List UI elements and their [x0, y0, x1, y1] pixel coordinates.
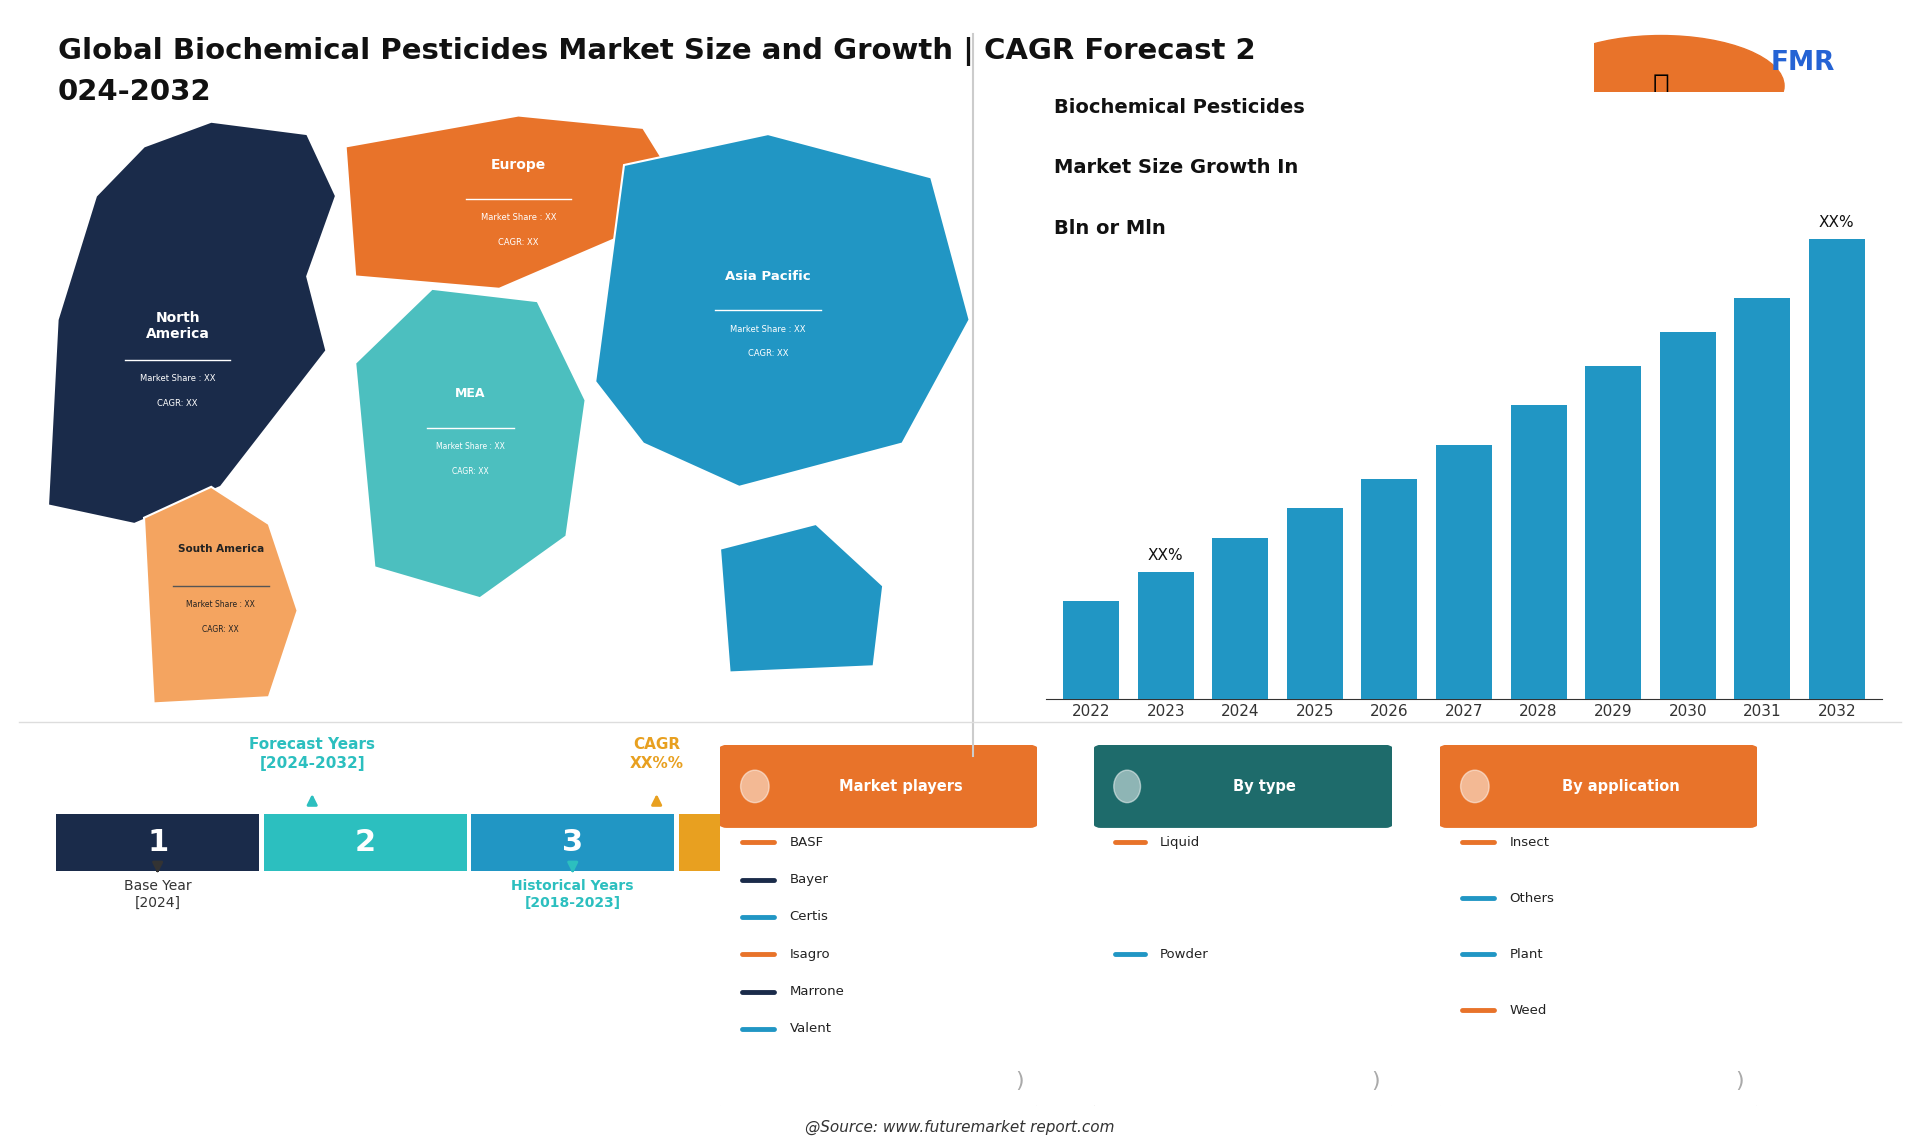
Polygon shape [346, 116, 682, 289]
Text: ): ) [1371, 1072, 1380, 1091]
Text: 2: 2 [355, 829, 376, 857]
Text: Liquid: Liquid [1160, 835, 1200, 849]
Text: Bayer: Bayer [789, 873, 829, 886]
Text: Plant: Plant [1509, 948, 1544, 960]
Text: BASF: BASF [789, 835, 824, 849]
Text: CAGR: XX: CAGR: XX [497, 238, 540, 246]
Polygon shape [144, 487, 298, 704]
Text: MEA: MEA [455, 387, 486, 400]
Bar [1809, 238, 1864, 699]
Bar [1212, 537, 1269, 699]
Text: Market Share : XX: Market Share : XX [186, 599, 255, 609]
Polygon shape [48, 121, 336, 524]
Text: @Source: www.futuremarket report.com: @Source: www.futuremarket report.com [804, 1120, 1116, 1135]
Bar [1286, 508, 1342, 699]
FancyBboxPatch shape [1091, 741, 1396, 1109]
Text: CAGR: XX: CAGR: XX [202, 625, 240, 634]
Text: Global Biochemical Pesticides Market Size and Growth | CAGR Forecast 2: Global Biochemical Pesticides Market Siz… [58, 37, 1256, 65]
Text: Market Share : XX: Market Share : XX [436, 442, 505, 452]
Text: Bln or Mln: Bln or Mln [1054, 219, 1165, 238]
FancyBboxPatch shape [1436, 745, 1761, 827]
Text: FUTURE MARKET REPORT: FUTURE MARKET REPORT [1759, 108, 1847, 115]
Bar [680, 814, 881, 871]
Text: 3: 3 [563, 829, 584, 857]
Text: XX%: XX% [1818, 215, 1855, 230]
Text: South America: South America [179, 543, 263, 554]
Polygon shape [355, 289, 586, 598]
Bar [1734, 298, 1789, 699]
Text: 024-2032: 024-2032 [58, 78, 211, 105]
Bar [1586, 367, 1642, 699]
Text: CAGR: XX: CAGR: XX [451, 466, 490, 476]
Text: Certis: Certis [789, 910, 829, 924]
Circle shape [1461, 770, 1490, 802]
Text: Isagro: Isagro [789, 948, 829, 960]
Text: Asia Pacific: Asia Pacific [726, 270, 810, 283]
Text: Weed: Weed [1509, 1004, 1548, 1017]
Bar [1139, 572, 1194, 699]
FancyBboxPatch shape [1436, 741, 1761, 1109]
Text: ): ) [1016, 1072, 1023, 1091]
Circle shape [1538, 36, 1784, 136]
Circle shape [741, 770, 770, 802]
Polygon shape [720, 524, 883, 673]
Text: CAGR
XX%%: CAGR XX%% [630, 737, 684, 771]
Text: Market Share : XX: Market Share : XX [730, 324, 806, 333]
Text: Others: Others [1509, 892, 1555, 905]
Bar [1064, 602, 1119, 699]
Text: By application: By application [1561, 779, 1680, 794]
Text: Market Share : XX: Market Share : XX [480, 213, 557, 222]
Text: Market Share : XX: Market Share : XX [140, 374, 215, 383]
FancyBboxPatch shape [716, 741, 1041, 1109]
Text: Forecast Years
[2024-2032]: Forecast Years [2024-2032] [250, 737, 374, 771]
Text: FMR: FMR [1770, 50, 1836, 77]
Bar [56, 814, 259, 871]
Text: Biochemical Pesticides: Biochemical Pesticides [1054, 97, 1304, 117]
Circle shape [1114, 770, 1140, 802]
Text: Insect: Insect [1509, 835, 1549, 849]
Text: 🔭: 🔭 [1653, 72, 1670, 100]
Text: Market players: Market players [839, 779, 962, 794]
Text: Historical Years
[2018-2023]: Historical Years [2018-2023] [511, 879, 634, 910]
Bar [263, 814, 467, 871]
Text: CAGR: XX: CAGR: XX [747, 350, 789, 359]
Bar [1436, 445, 1492, 699]
FancyBboxPatch shape [716, 745, 1041, 827]
Text: 1: 1 [148, 829, 169, 857]
Text: Valent: Valent [789, 1022, 831, 1035]
Text: ): ) [1736, 1072, 1743, 1091]
Bar [1511, 406, 1567, 699]
Text: 4: 4 [770, 829, 791, 857]
Text: Powder: Powder [1160, 948, 1208, 960]
Text: XX%: XX% [1148, 548, 1183, 563]
Text: Europe: Europe [492, 158, 545, 172]
Text: Base Year
[2024]: Base Year [2024] [123, 879, 192, 910]
Text: By type: By type [1233, 779, 1296, 794]
Text: Market Size Growth In: Market Size Growth In [1054, 158, 1298, 178]
FancyBboxPatch shape [1091, 745, 1396, 827]
Bar [1659, 332, 1716, 699]
Polygon shape [595, 134, 970, 487]
Text: Marrone: Marrone [789, 986, 845, 998]
Text: CAGR: XX: CAGR: XX [157, 399, 198, 408]
Bar [1361, 479, 1417, 699]
Text: North
America: North America [146, 311, 209, 342]
Bar [470, 814, 674, 871]
